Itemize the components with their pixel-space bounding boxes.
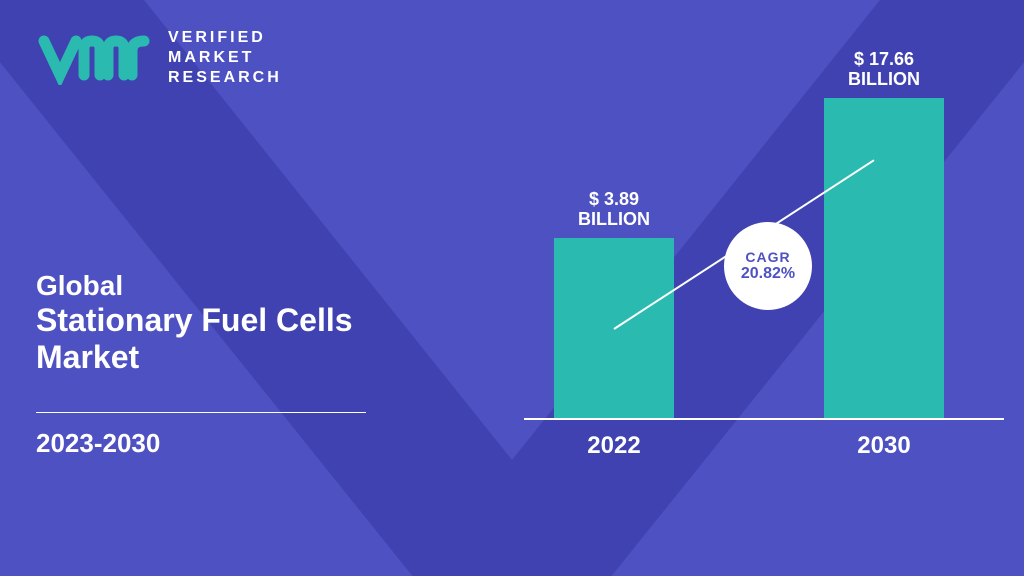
page-title: Global Stationary Fuel Cells Market — [36, 270, 353, 376]
brand-name-line2: MARKET — [168, 48, 282, 68]
brand-name-line1: VERIFIED — [168, 28, 282, 48]
title-divider — [36, 412, 366, 413]
chart-baseline — [524, 418, 1004, 420]
year-label-2022: 2022 — [544, 432, 684, 460]
bar-2022-value-line1: $ 3.89 — [544, 189, 684, 210]
bar-2022-value-line2: BILLION — [544, 209, 684, 230]
bar-2030-value-line1: $ 17.66 — [814, 49, 954, 70]
cagr-badge: CAGR 20.82% — [724, 222, 812, 310]
bar-2030: $ 17.66 BILLION — [824, 98, 944, 418]
bar-2030-value-label: $ 17.66 BILLION — [814, 49, 954, 90]
brand-name-line3: RESEARCH — [168, 68, 282, 88]
bar-2030-value-line2: BILLION — [814, 69, 954, 90]
date-range: 2023-2030 — [36, 428, 160, 459]
bar-2030-rect — [824, 98, 944, 418]
logo-mark-icon — [36, 31, 156, 85]
title-line2: Stationary Fuel Cells — [36, 302, 353, 339]
title-line1: Global — [36, 270, 353, 302]
year-label-2030: 2030 — [814, 432, 954, 460]
brand-name: VERIFIED MARKET RESEARCH — [168, 28, 282, 88]
bar-2022-value-label: $ 3.89 BILLION — [544, 189, 684, 230]
market-chart: $ 3.89 BILLION 2022 $ 17.66 BILLION 2030… — [524, 40, 1004, 460]
title-line3: Market — [36, 339, 353, 376]
cagr-label: CAGR — [745, 249, 790, 265]
cagr-value: 20.82% — [741, 265, 795, 283]
brand-logo: VERIFIED MARKET RESEARCH — [36, 28, 282, 88]
